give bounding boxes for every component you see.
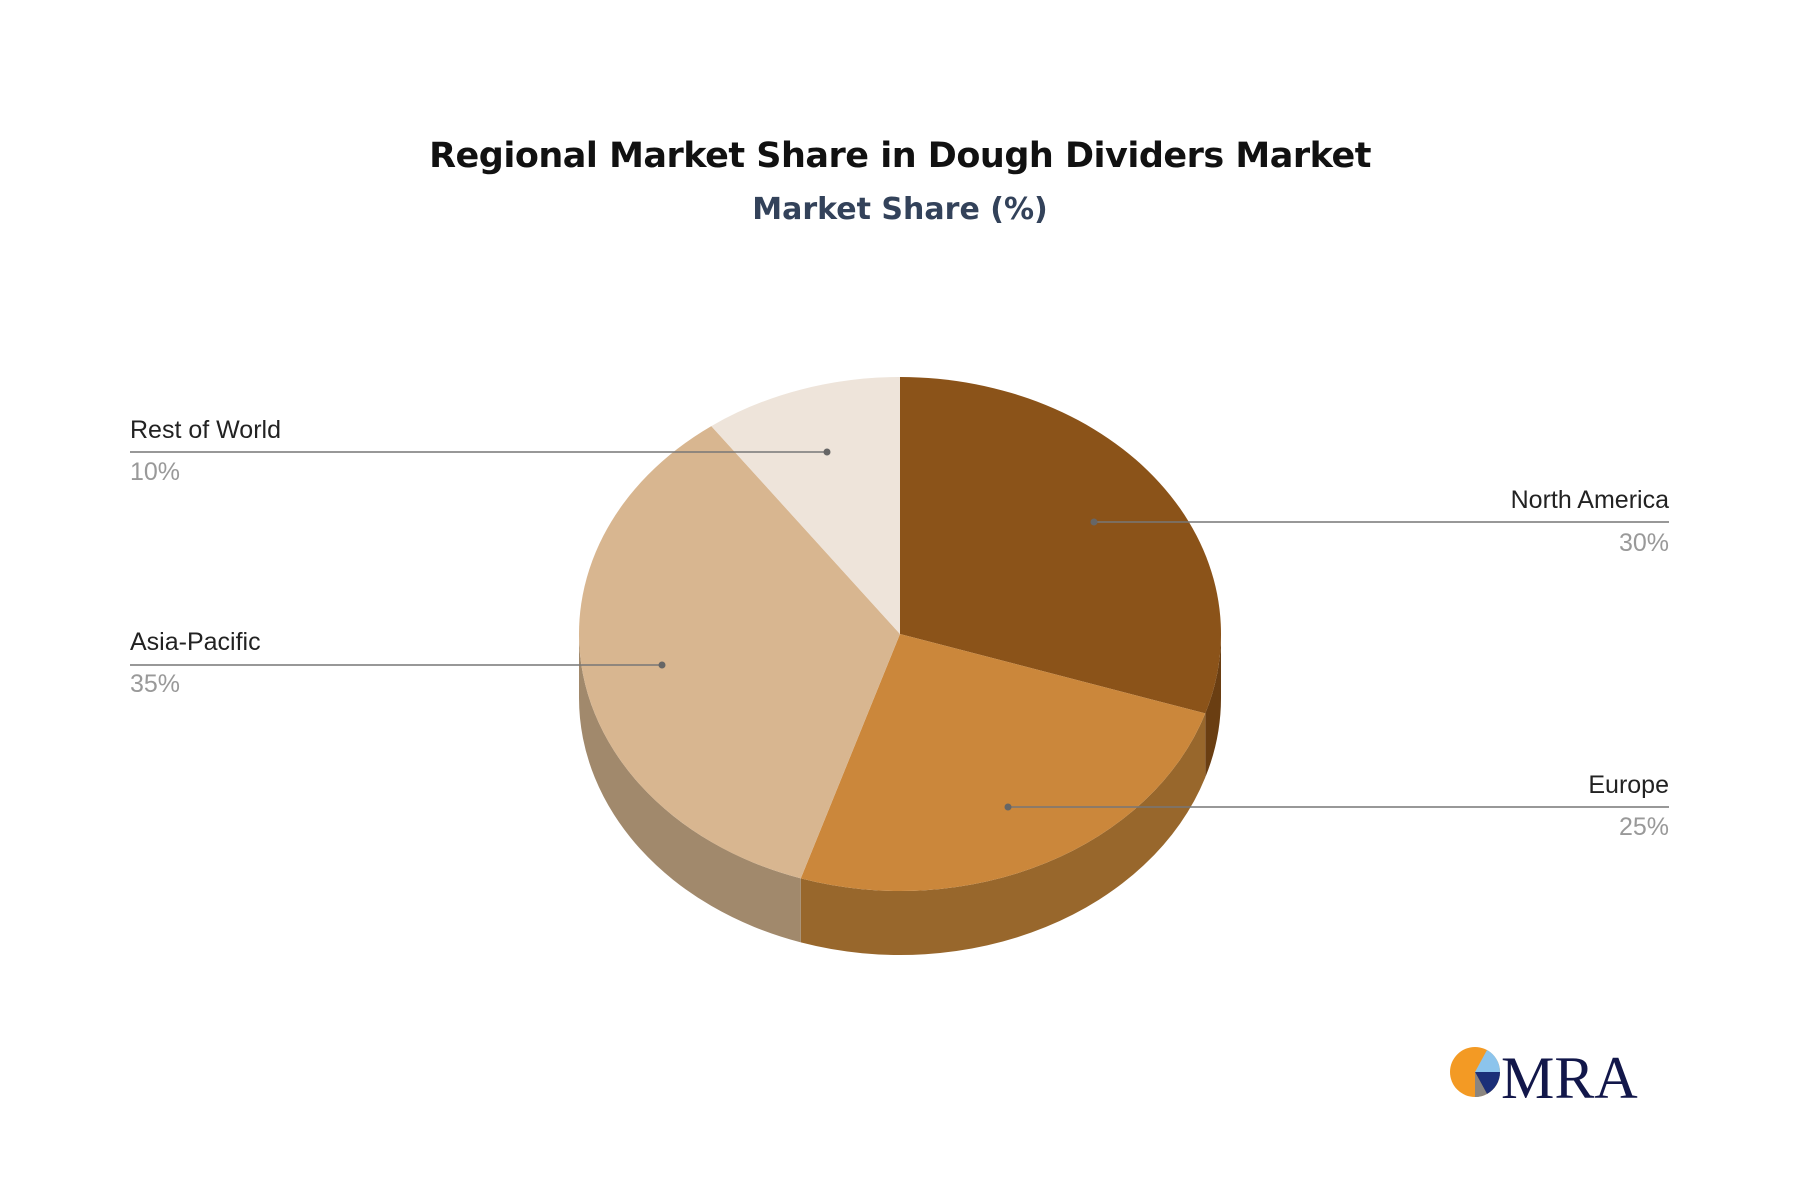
logo-text: MRA xyxy=(1501,1045,1638,1111)
chart-subtitle: Market Share (%) xyxy=(752,192,1048,227)
slice-europe[interactable] xyxy=(800,634,1206,891)
slice-asia-pacific[interactable] xyxy=(579,426,900,879)
label-rest-of-world: Rest of World xyxy=(130,416,281,444)
label-north-america: North America xyxy=(1510,486,1669,514)
leader-dot-rest-of-world xyxy=(823,448,831,456)
leader-dot-north-america xyxy=(1090,518,1098,526)
pct-europe: 25% xyxy=(1618,813,1669,841)
chart-title: Regional Market Share in Dough Dividers … xyxy=(429,136,1371,176)
pct-rest-of-world: 10% xyxy=(130,458,181,486)
slice-side-europe xyxy=(800,713,1206,955)
slice-side-asia-pacific xyxy=(579,634,801,943)
label-asia-pacific: Asia-Pacific xyxy=(130,628,261,656)
pct-asia-pacific: 35% xyxy=(130,670,181,698)
leader-dot-europe xyxy=(1004,803,1012,811)
slice-north-america[interactable] xyxy=(900,377,1221,714)
mra-logo: MRA xyxy=(1450,1045,1638,1111)
slice-rest-of-world[interactable] xyxy=(711,377,900,634)
label-europe: Europe xyxy=(1588,771,1669,799)
slice-side-north-america xyxy=(1205,634,1221,778)
pct-north-america: 30% xyxy=(1618,529,1669,557)
leader-dot-asia-pacific xyxy=(658,661,666,669)
